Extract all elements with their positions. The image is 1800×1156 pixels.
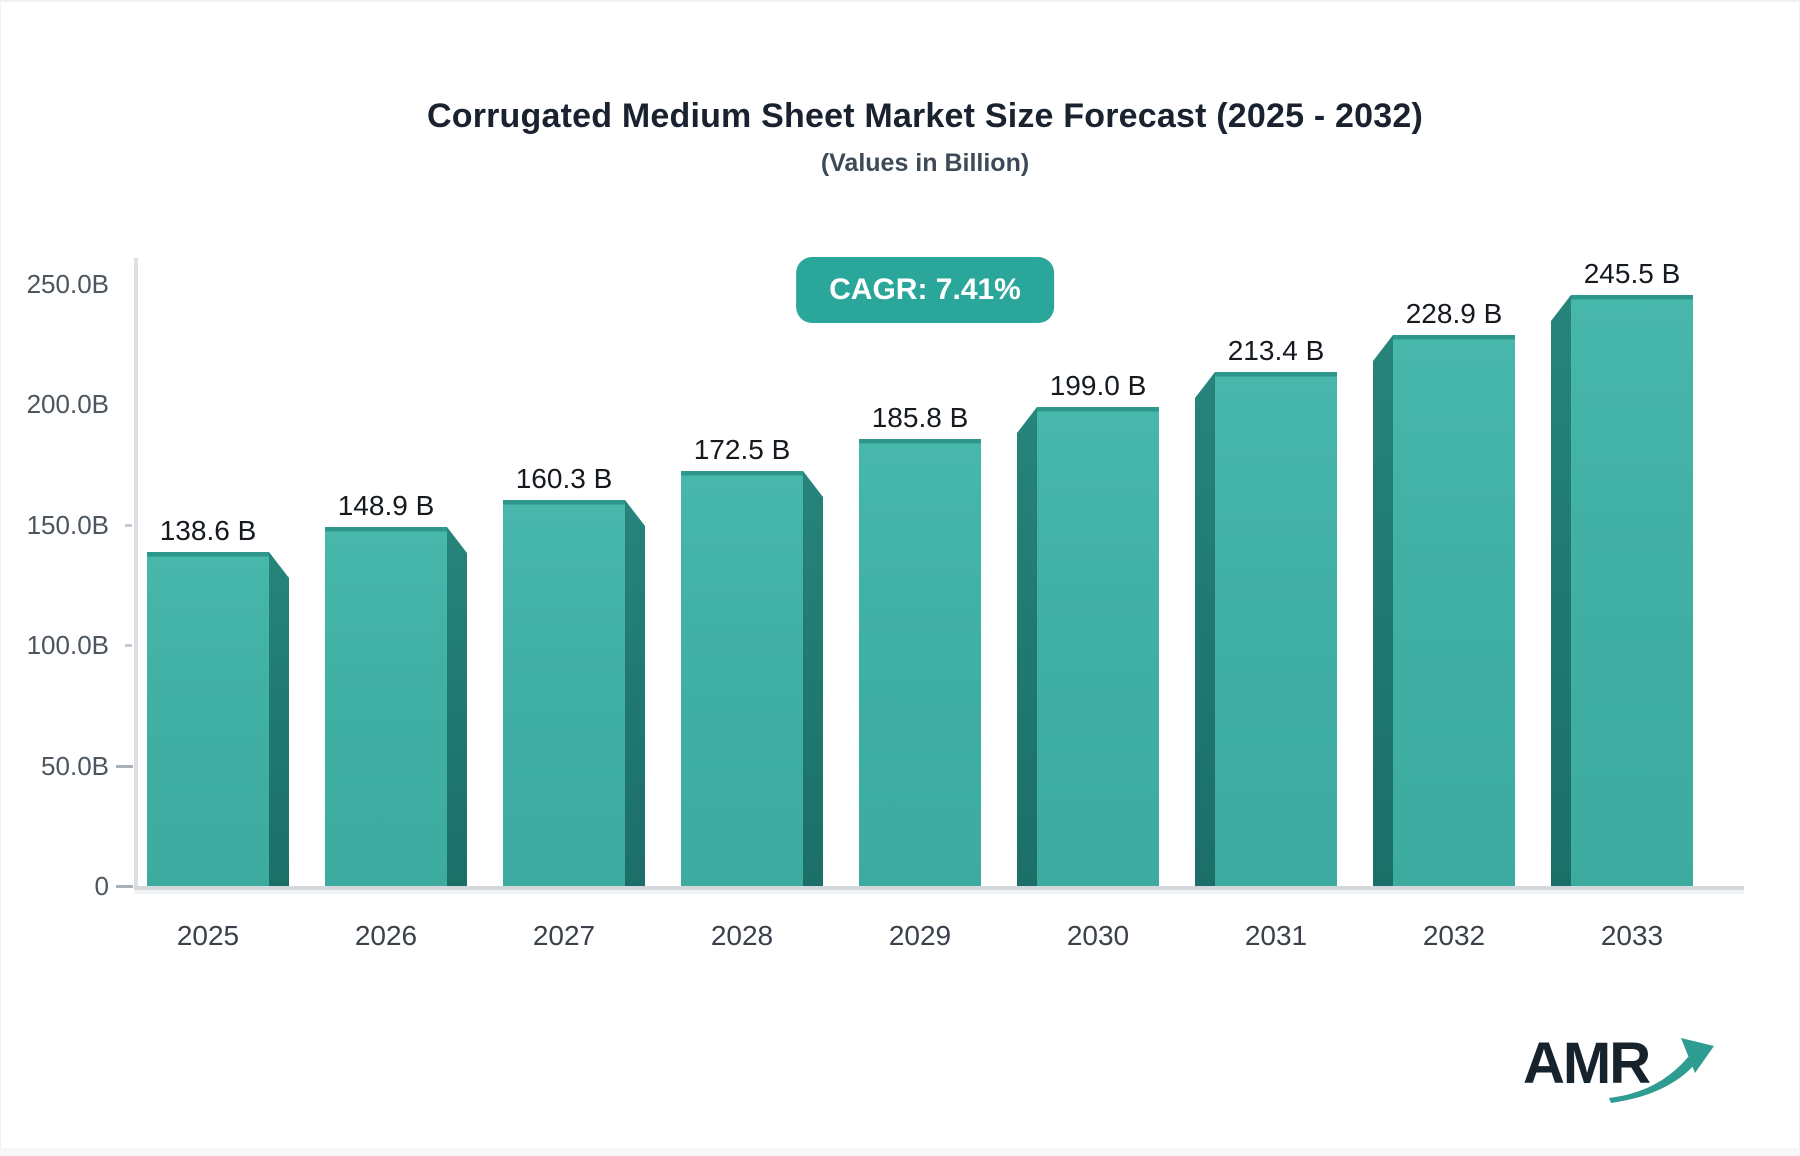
bar-3d-side xyxy=(803,471,823,886)
x-tick-label-2028: 2028 xyxy=(710,920,774,951)
bar-2032 xyxy=(1393,335,1515,886)
bar-3d-side xyxy=(1017,407,1037,886)
y-tick-label: 150.0B xyxy=(26,509,109,540)
bar-3d-side xyxy=(1551,295,1571,886)
amr-logo: AMR xyxy=(1523,1030,1723,1120)
y-tick-label: 0 xyxy=(94,871,109,901)
y-tick-label: 250.0B xyxy=(26,269,109,299)
bar-2033 xyxy=(1571,295,1693,886)
bar-2026 xyxy=(325,527,447,886)
y-tick-mark xyxy=(125,644,132,648)
chart-title: Corrugated Medium Sheet Market Size Fore… xyxy=(426,97,1424,135)
y-tick-label: 50.0B xyxy=(41,750,109,781)
y-tick-mark xyxy=(125,523,132,527)
x-tick-label-2031: 2031 xyxy=(1244,920,1308,951)
bar-value-label: 148.9 B xyxy=(337,490,435,521)
cagr-badge: CAGR: 7.41% xyxy=(796,257,1054,323)
bar-3d-side xyxy=(625,500,645,886)
bar-3d-side xyxy=(447,527,467,886)
x-tick-label-2026: 2026 xyxy=(354,920,418,951)
bar-2025 xyxy=(147,552,269,886)
bar-value-label: 199.0 B xyxy=(1049,370,1147,401)
bar-value-label: 245.5 B xyxy=(1583,258,1681,289)
bar-3d-side xyxy=(1195,372,1215,886)
chart-subtitle: (Values in Billion) xyxy=(820,149,1030,177)
bar-value-label: 172.5 B xyxy=(693,434,791,465)
bar-value-label: 185.8 B xyxy=(871,402,969,433)
bar-2029 xyxy=(859,439,981,886)
bar-2031 xyxy=(1215,372,1337,886)
x-tick-label-2027: 2027 xyxy=(532,920,596,951)
bar-value-label: 228.9 B xyxy=(1405,298,1503,329)
y-tick-label: 200.0B xyxy=(26,389,109,420)
trending-up-arrow-icon xyxy=(1609,1038,1714,1103)
x-tick-label-2032: 2032 xyxy=(1422,920,1486,951)
bar-value-label: 138.6 B xyxy=(159,515,257,546)
x-tick-label-2025: 2025 xyxy=(176,920,240,951)
y-tick-label: 100.0B xyxy=(26,630,109,661)
amr-logo-text: AMR xyxy=(1523,1031,1651,1096)
y-axis-line xyxy=(134,258,138,890)
bar-3d-side xyxy=(1373,335,1393,886)
bar-2028 xyxy=(681,471,803,886)
bar-2027 xyxy=(503,500,625,886)
bar-value-label: 213.4 B xyxy=(1227,335,1325,366)
bar-3d-side xyxy=(269,552,289,886)
x-tick-label-2030: 2030 xyxy=(1066,920,1130,951)
y-tick-mark xyxy=(116,885,133,888)
bar-value-label: 160.3 B xyxy=(515,463,613,494)
x-tick-label-2029: 2029 xyxy=(888,920,952,951)
x-axis-baseline xyxy=(134,886,1744,890)
y-tick-mark xyxy=(116,764,133,768)
bar-2030 xyxy=(1037,407,1159,886)
x-tick-label-2033: 2033 xyxy=(1600,920,1664,951)
